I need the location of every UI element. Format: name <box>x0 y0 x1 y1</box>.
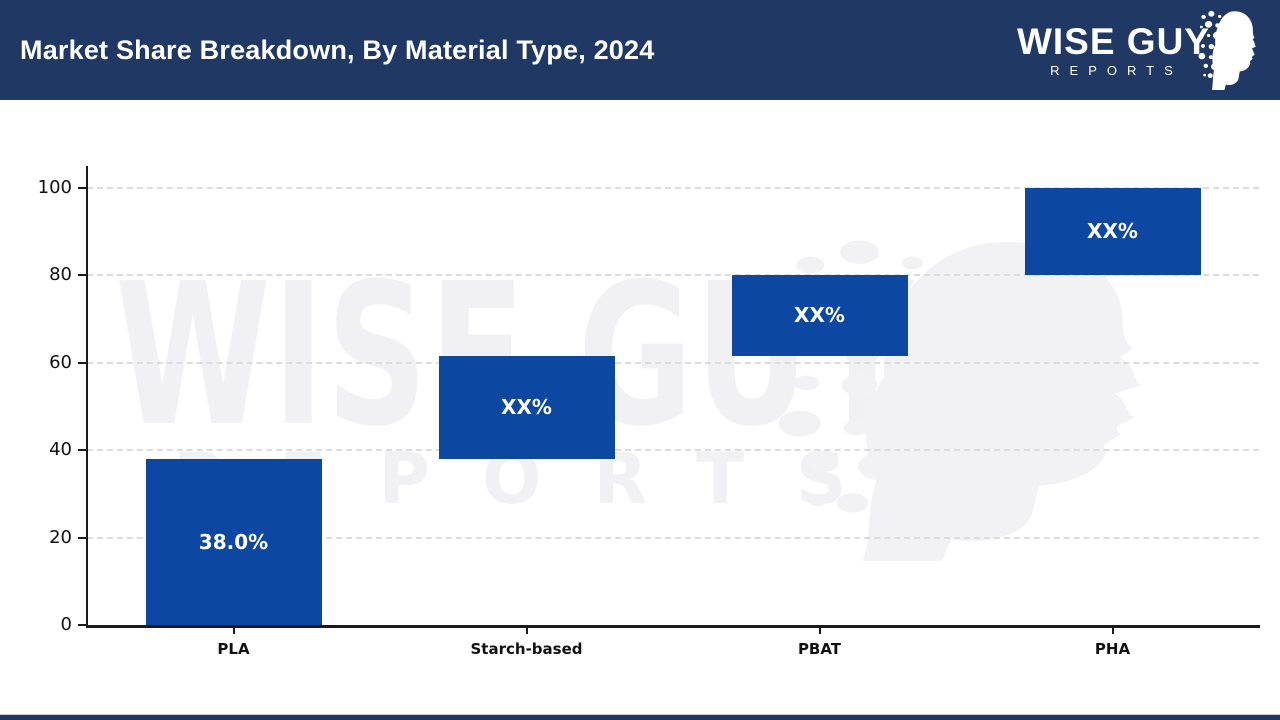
bar-value-label-PLA: 38.0% <box>198 529 269 554</box>
y-tick-80 <box>78 274 86 276</box>
x-tick-PHA <box>1111 628 1114 634</box>
gridline-40 <box>87 449 1259 451</box>
gridline-100 <box>87 186 1259 189</box>
header-bar: Market Share Breakdown, By Material Type… <box>0 0 1280 100</box>
gridline-60 <box>87 361 1259 364</box>
bar-value-label-Starch-based: XX% <box>501 395 552 420</box>
y-axis-line <box>86 166 88 628</box>
x-tick-PBAT <box>818 628 821 634</box>
y-tick-label-100: 100 <box>37 176 72 198</box>
y-tick-20 <box>78 536 86 539</box>
bar-PHA: XX% <box>1024 187 1201 275</box>
bar-PLA: 38.0% <box>145 458 322 625</box>
y-tick-label-0: 0 <box>60 614 72 635</box>
logo-face-icon <box>1198 10 1256 90</box>
wise-guy-logo: WISE GUY REPORTS <box>1017 9 1262 91</box>
y-tick-40 <box>78 449 86 451</box>
y-tick-label-20: 20 <box>49 526 72 548</box>
y-tick-100 <box>78 186 86 189</box>
x-tick-PLA <box>232 628 235 634</box>
x-axis-label-PHA: PHA <box>1094 640 1131 658</box>
x-tick-Starch-based <box>525 628 528 634</box>
gridline-80 <box>87 274 1259 276</box>
y-tick-60 <box>78 361 86 364</box>
x-axis-label-PBAT: PBAT <box>797 640 842 658</box>
x-axis-label-Starch-based: Starch-based <box>470 640 583 658</box>
y-tick-0 <box>78 624 86 626</box>
x-axis-line <box>86 625 1260 628</box>
gridline-20 <box>87 536 1259 539</box>
bar-Starch-based: XX% <box>438 355 615 459</box>
y-tick-label-60: 60 <box>49 351 72 373</box>
page-title: Market Share Breakdown, By Material Type… <box>20 34 655 65</box>
logo-text: WISE GUY REPORTS <box>1017 23 1210 77</box>
bar-value-label-PBAT: XX% <box>794 303 845 328</box>
logo-name: WISE GUY <box>1016 21 1210 62</box>
x-axis-label-PLA: PLA <box>217 640 250 658</box>
bar-value-label-PHA: XX% <box>1087 219 1138 244</box>
y-tick-label-80: 80 <box>49 264 72 285</box>
footer-bar <box>0 714 1280 720</box>
bar-PBAT: XX% <box>731 275 908 356</box>
y-tick-label-40: 40 <box>49 439 72 460</box>
logo-subtitle: REPORTS <box>1050 63 1183 78</box>
